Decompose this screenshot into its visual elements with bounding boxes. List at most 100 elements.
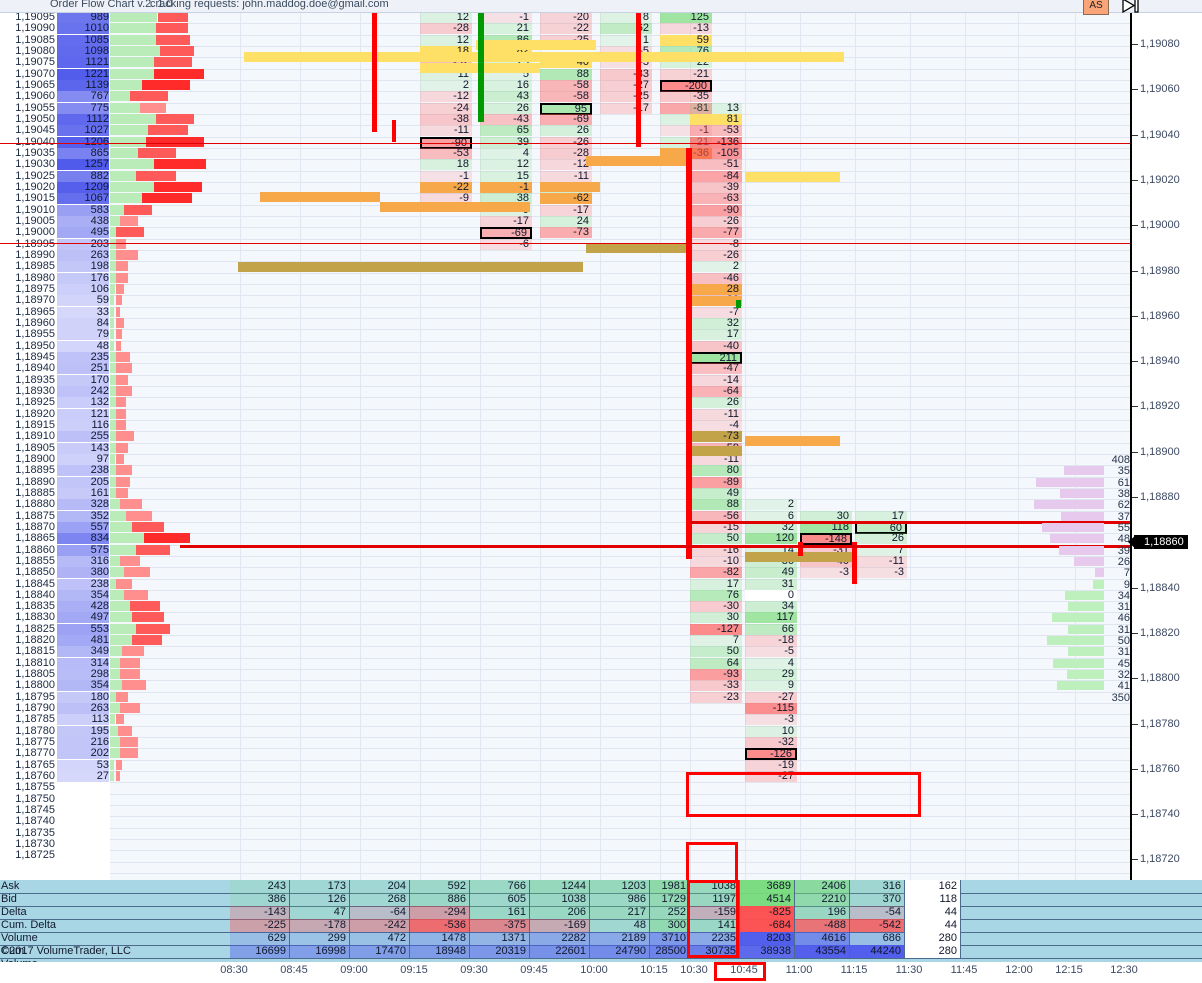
time-axis-label[interactable]: 09:00	[340, 964, 368, 976]
ladder-row[interactable]: 1,18750	[0, 793, 110, 805]
ladder-row[interactable]: 1,18800 354	[0, 680, 110, 692]
footprint-cell[interactable]: -7	[690, 306, 742, 318]
footer-cell[interactable]: 1203	[590, 880, 650, 893]
ladder-row[interactable]: 1,18915 116	[0, 419, 110, 431]
footprint-cell[interactable]: -26	[540, 136, 592, 148]
footprint-cell[interactable]: 59	[660, 34, 712, 46]
footer-cell[interactable]: 243	[230, 880, 290, 893]
footer-cell[interactable]: -143	[230, 906, 290, 919]
footprint-cell[interactable]: 1	[600, 34, 652, 46]
footprint-cell[interactable]: -58	[540, 79, 592, 91]
footprint-cell[interactable]: -3	[800, 567, 852, 579]
footprint-cell[interactable]: 81	[690, 113, 742, 125]
footprint-cell[interactable]: 28	[690, 283, 742, 295]
footprint-cell[interactable]: -26	[690, 215, 742, 227]
ladder-row[interactable]: 1,19080 1098	[0, 45, 110, 57]
footprint-cell[interactable]: -63	[690, 193, 742, 205]
footer-cell[interactable]: 629	[230, 932, 290, 945]
footprint-cell[interactable]: 26	[690, 397, 742, 409]
footprint-cell[interactable]: -62	[540, 193, 592, 205]
footprint-cell[interactable]: 64	[690, 657, 742, 669]
footprint-cell[interactable]: -93	[690, 669, 742, 681]
footprint-cell[interactable]: 66	[745, 623, 797, 635]
footer-cell[interactable]: 4514	[740, 893, 795, 906]
footprint-cell[interactable]: 211	[690, 351, 742, 364]
ladder-row[interactable]: 1,18780 195	[0, 725, 110, 737]
price-ladder[interactable]: 1,19095 989 1,19090 1010 1,19085 1085 1,19080 1…	[0, 12, 110, 880]
ladder-row[interactable]: 1,18980 176	[0, 272, 110, 284]
footprint-cell[interactable]: -58	[540, 91, 592, 103]
footprint-cell[interactable]: -77	[690, 227, 742, 239]
footprint-cell[interactable]: -4	[690, 419, 742, 431]
footprint-cell[interactable]: -12	[420, 91, 472, 103]
footprint-cell[interactable]: 26	[480, 102, 532, 114]
time-axis-label[interactable]: 09:15	[400, 964, 428, 976]
footprint-cell[interactable]: -69	[540, 113, 592, 125]
ladder-row[interactable]: 1,19075 1121	[0, 57, 110, 69]
ladder-row[interactable]: 1,18955 79	[0, 329, 110, 341]
time-axis-label[interactable]: 09:45	[520, 964, 548, 976]
footprint-cell[interactable]: -27	[745, 771, 797, 783]
footer-cell[interactable]: -825	[740, 906, 795, 919]
footprint-cell[interactable]: 26	[855, 533, 907, 545]
footprint-cell[interactable]: -84	[690, 170, 742, 182]
footprint-cell[interactable]: -89	[690, 476, 742, 488]
ladder-row[interactable]: 1,18830 497	[0, 612, 110, 624]
footer-cell[interactable]: 22601	[530, 945, 590, 958]
footer-cell[interactable]: 18948	[410, 945, 470, 958]
footprint-cell[interactable]: 13	[690, 102, 742, 114]
footprint-cell[interactable]: 12	[480, 159, 532, 171]
footer-cell[interactable]: -64	[350, 906, 410, 919]
footprint-cell[interactable]: 18	[420, 45, 472, 57]
time-axis-label[interactable]: 12:15	[1055, 964, 1083, 976]
time-axis-label[interactable]: 10:00	[580, 964, 608, 976]
footprint-cell[interactable]: -17	[540, 204, 592, 216]
footer-cell[interactable]: 605	[470, 893, 530, 906]
footer-cell[interactable]: -542	[850, 919, 905, 932]
footer-cell[interactable]: 472	[350, 932, 410, 945]
footprint-cell[interactable]: 25	[480, 57, 532, 69]
footprint-cell[interactable]: 2	[690, 261, 742, 273]
ladder-row[interactable]: 1,18805 298	[0, 669, 110, 681]
footprint-cell[interactable]: -5	[600, 45, 652, 57]
ladder-row[interactable]: 1,19030 1257	[0, 159, 110, 171]
footprint-cell[interactable]: -73	[540, 227, 592, 239]
ladder-row[interactable]: 1,18890 205	[0, 476, 110, 488]
footer-cell[interactable]: 1038	[690, 880, 740, 893]
ladder-row[interactable]: 1,19045 1027	[0, 125, 110, 137]
footprint-cell[interactable]: -33	[690, 680, 742, 692]
footer-cell[interactable]: 44	[905, 919, 961, 932]
footprint-cell[interactable]: -11	[855, 555, 907, 567]
footprint-cell[interactable]: 88	[540, 68, 592, 80]
footprint-cell[interactable]: -90	[420, 136, 472, 149]
footprint-cell[interactable]: -40	[690, 340, 742, 352]
footer-cell[interactable]: 44240	[850, 945, 905, 958]
footprint-cell[interactable]: 17	[690, 329, 742, 341]
selection-rect-column[interactable]	[686, 842, 738, 880]
footprint-cell[interactable]: 16	[480, 79, 532, 91]
footer-cell[interactable]: 28500	[650, 945, 690, 958]
ladder-row[interactable]: 1,18790 263	[0, 703, 110, 715]
footprint-cell[interactable]: 18	[420, 159, 472, 171]
footprint-cell[interactable]: 5	[480, 68, 532, 80]
ladder-row[interactable]: 1,19060 767	[0, 91, 110, 103]
footprint-cell[interactable]: 82	[480, 45, 532, 57]
ladder-row[interactable]: 1,19050 1112	[0, 113, 110, 125]
footprint-cell[interactable]: -20	[540, 12, 592, 23]
footprint-cell[interactable]: -3	[855, 567, 907, 579]
footprint-cell[interactable]: 30	[800, 510, 852, 522]
footprint-cell[interactable]: 6	[745, 510, 797, 522]
footer-cell[interactable]: 886	[410, 893, 470, 906]
footprint-cell[interactable]: -15	[690, 521, 742, 533]
footprint-cell[interactable]: 29	[745, 669, 797, 681]
footprint-cell[interactable]: 22	[660, 57, 712, 69]
footer-cell[interactable]: 1197	[690, 893, 740, 906]
ladder-row[interactable]: 1,18735	[0, 827, 110, 839]
footprint-cell[interactable]: -31	[800, 544, 852, 556]
footer-cell[interactable]: -225	[230, 919, 290, 932]
footer-cell[interactable]: 162	[905, 880, 961, 893]
footprint-cell[interactable]: -82	[690, 567, 742, 579]
footprint-cell[interactable]: -14	[690, 374, 742, 386]
ladder-row[interactable]: 1,18775 216	[0, 737, 110, 749]
footprint-cell[interactable]: -53	[420, 147, 472, 159]
